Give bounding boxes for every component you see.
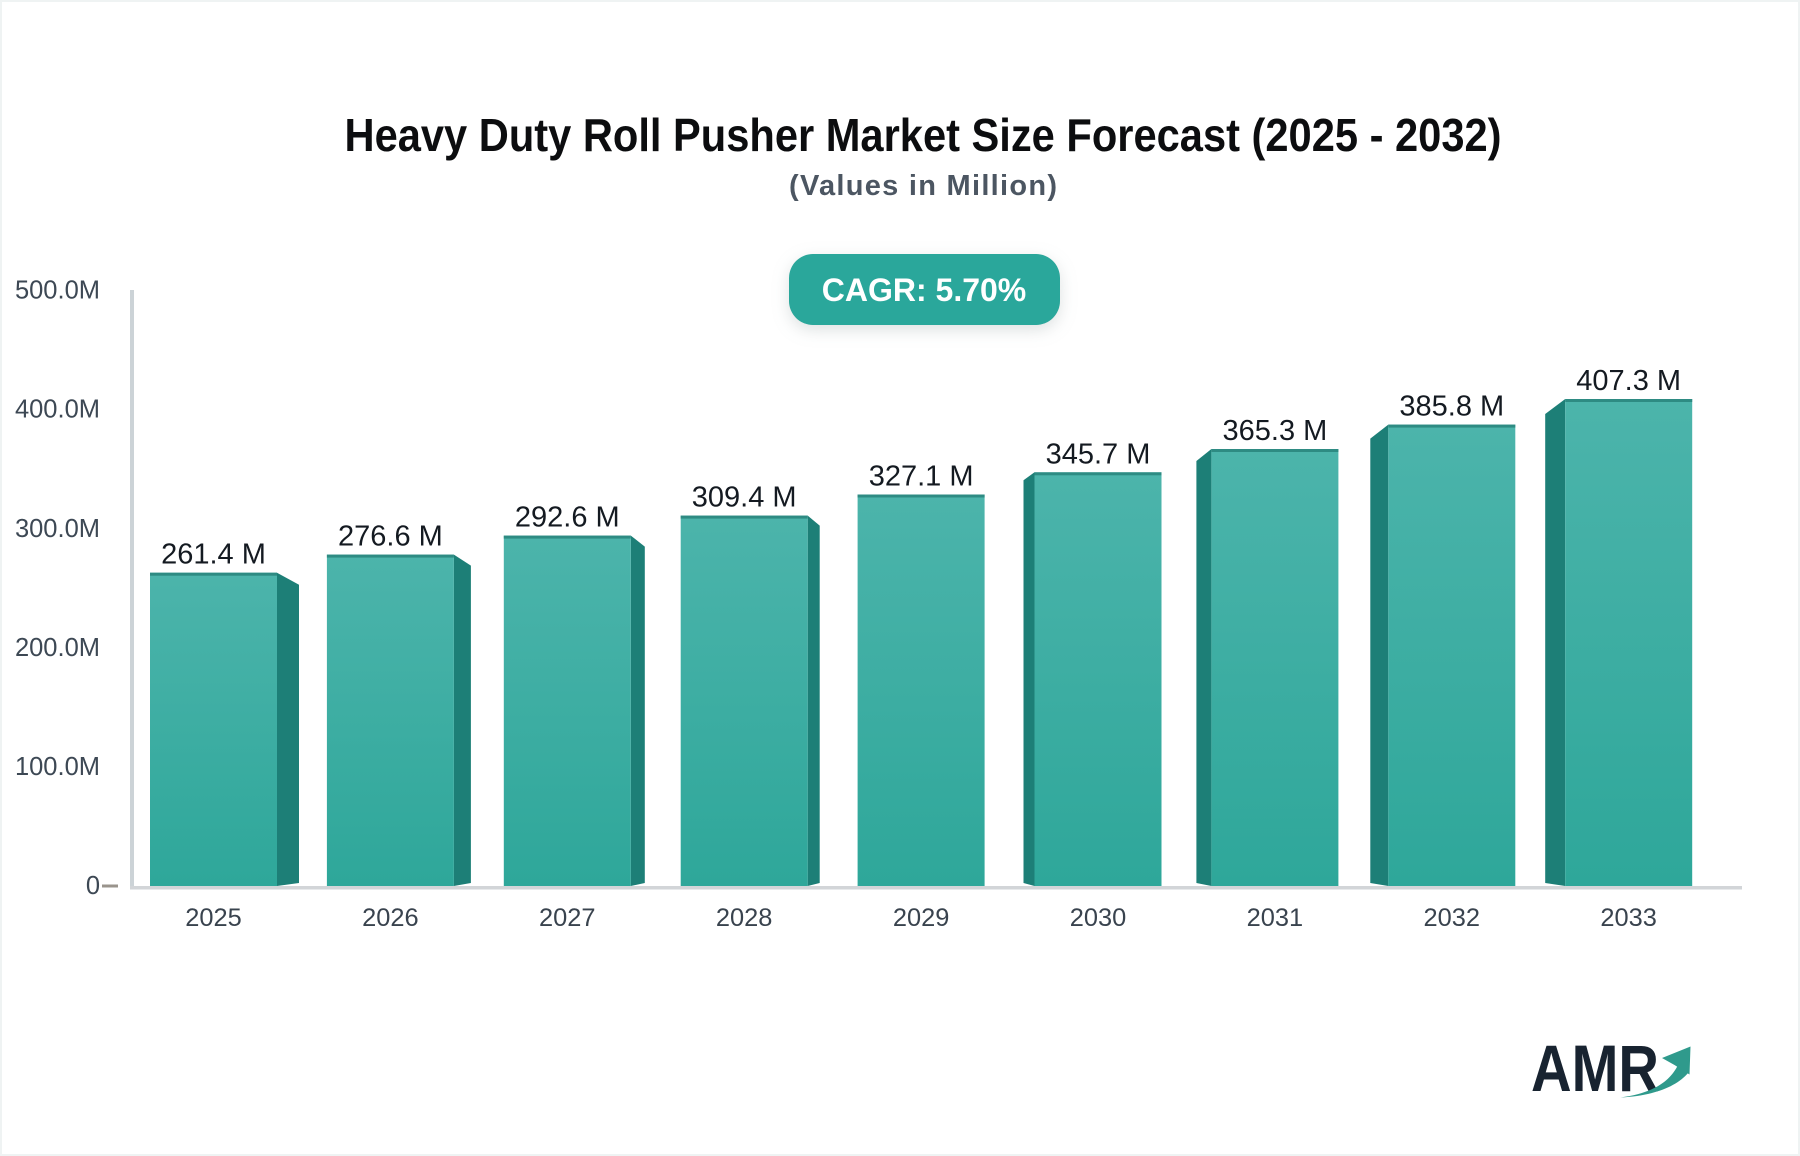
svg-text:292.6 M: 292.6 M xyxy=(515,502,620,534)
svg-text:2032: 2032 xyxy=(1424,904,1481,932)
svg-text:309.4 M: 309.4 M xyxy=(692,482,797,514)
svg-text:276.6 M: 276.6 M xyxy=(338,521,443,553)
svg-text:2033: 2033 xyxy=(1600,904,1657,932)
svg-text:2025: 2025 xyxy=(185,904,242,932)
svg-text:2028: 2028 xyxy=(716,904,773,932)
svg-text:500.0M: 500.0M xyxy=(15,277,100,305)
svg-text:407.3 M: 407.3 M xyxy=(1576,365,1681,397)
svg-text:385.8 M: 385.8 M xyxy=(1399,391,1504,423)
svg-text:365.3 M: 365.3 M xyxy=(1223,415,1328,447)
svg-text:100.0M: 100.0M xyxy=(15,753,100,781)
svg-text:CAGR: 5.70%: CAGR: 5.70% xyxy=(822,272,1027,308)
svg-text:300.0M: 300.0M xyxy=(15,515,100,543)
svg-text:400.0M: 400.0M xyxy=(15,396,100,424)
svg-text:261.4 M: 261.4 M xyxy=(161,539,266,571)
svg-text:2026: 2026 xyxy=(362,904,419,932)
svg-text:0: 0 xyxy=(86,872,100,900)
svg-text:AMR: AMR xyxy=(1531,1031,1659,1105)
svg-text:200.0M: 200.0M xyxy=(15,634,100,662)
svg-text:Heavy Duty Roll Pusher Market: Heavy Duty Roll Pusher Market Size Forec… xyxy=(345,109,1502,161)
svg-text:2031: 2031 xyxy=(1247,904,1304,932)
svg-text:2030: 2030 xyxy=(1070,904,1127,932)
svg-text:327.1 M: 327.1 M xyxy=(869,461,974,493)
svg-text:(Values in Million): (Values in Million) xyxy=(789,170,1057,202)
svg-text:2029: 2029 xyxy=(893,904,950,932)
svg-text:345.7 M: 345.7 M xyxy=(1046,438,1151,470)
svg-text:2027: 2027 xyxy=(539,904,596,932)
